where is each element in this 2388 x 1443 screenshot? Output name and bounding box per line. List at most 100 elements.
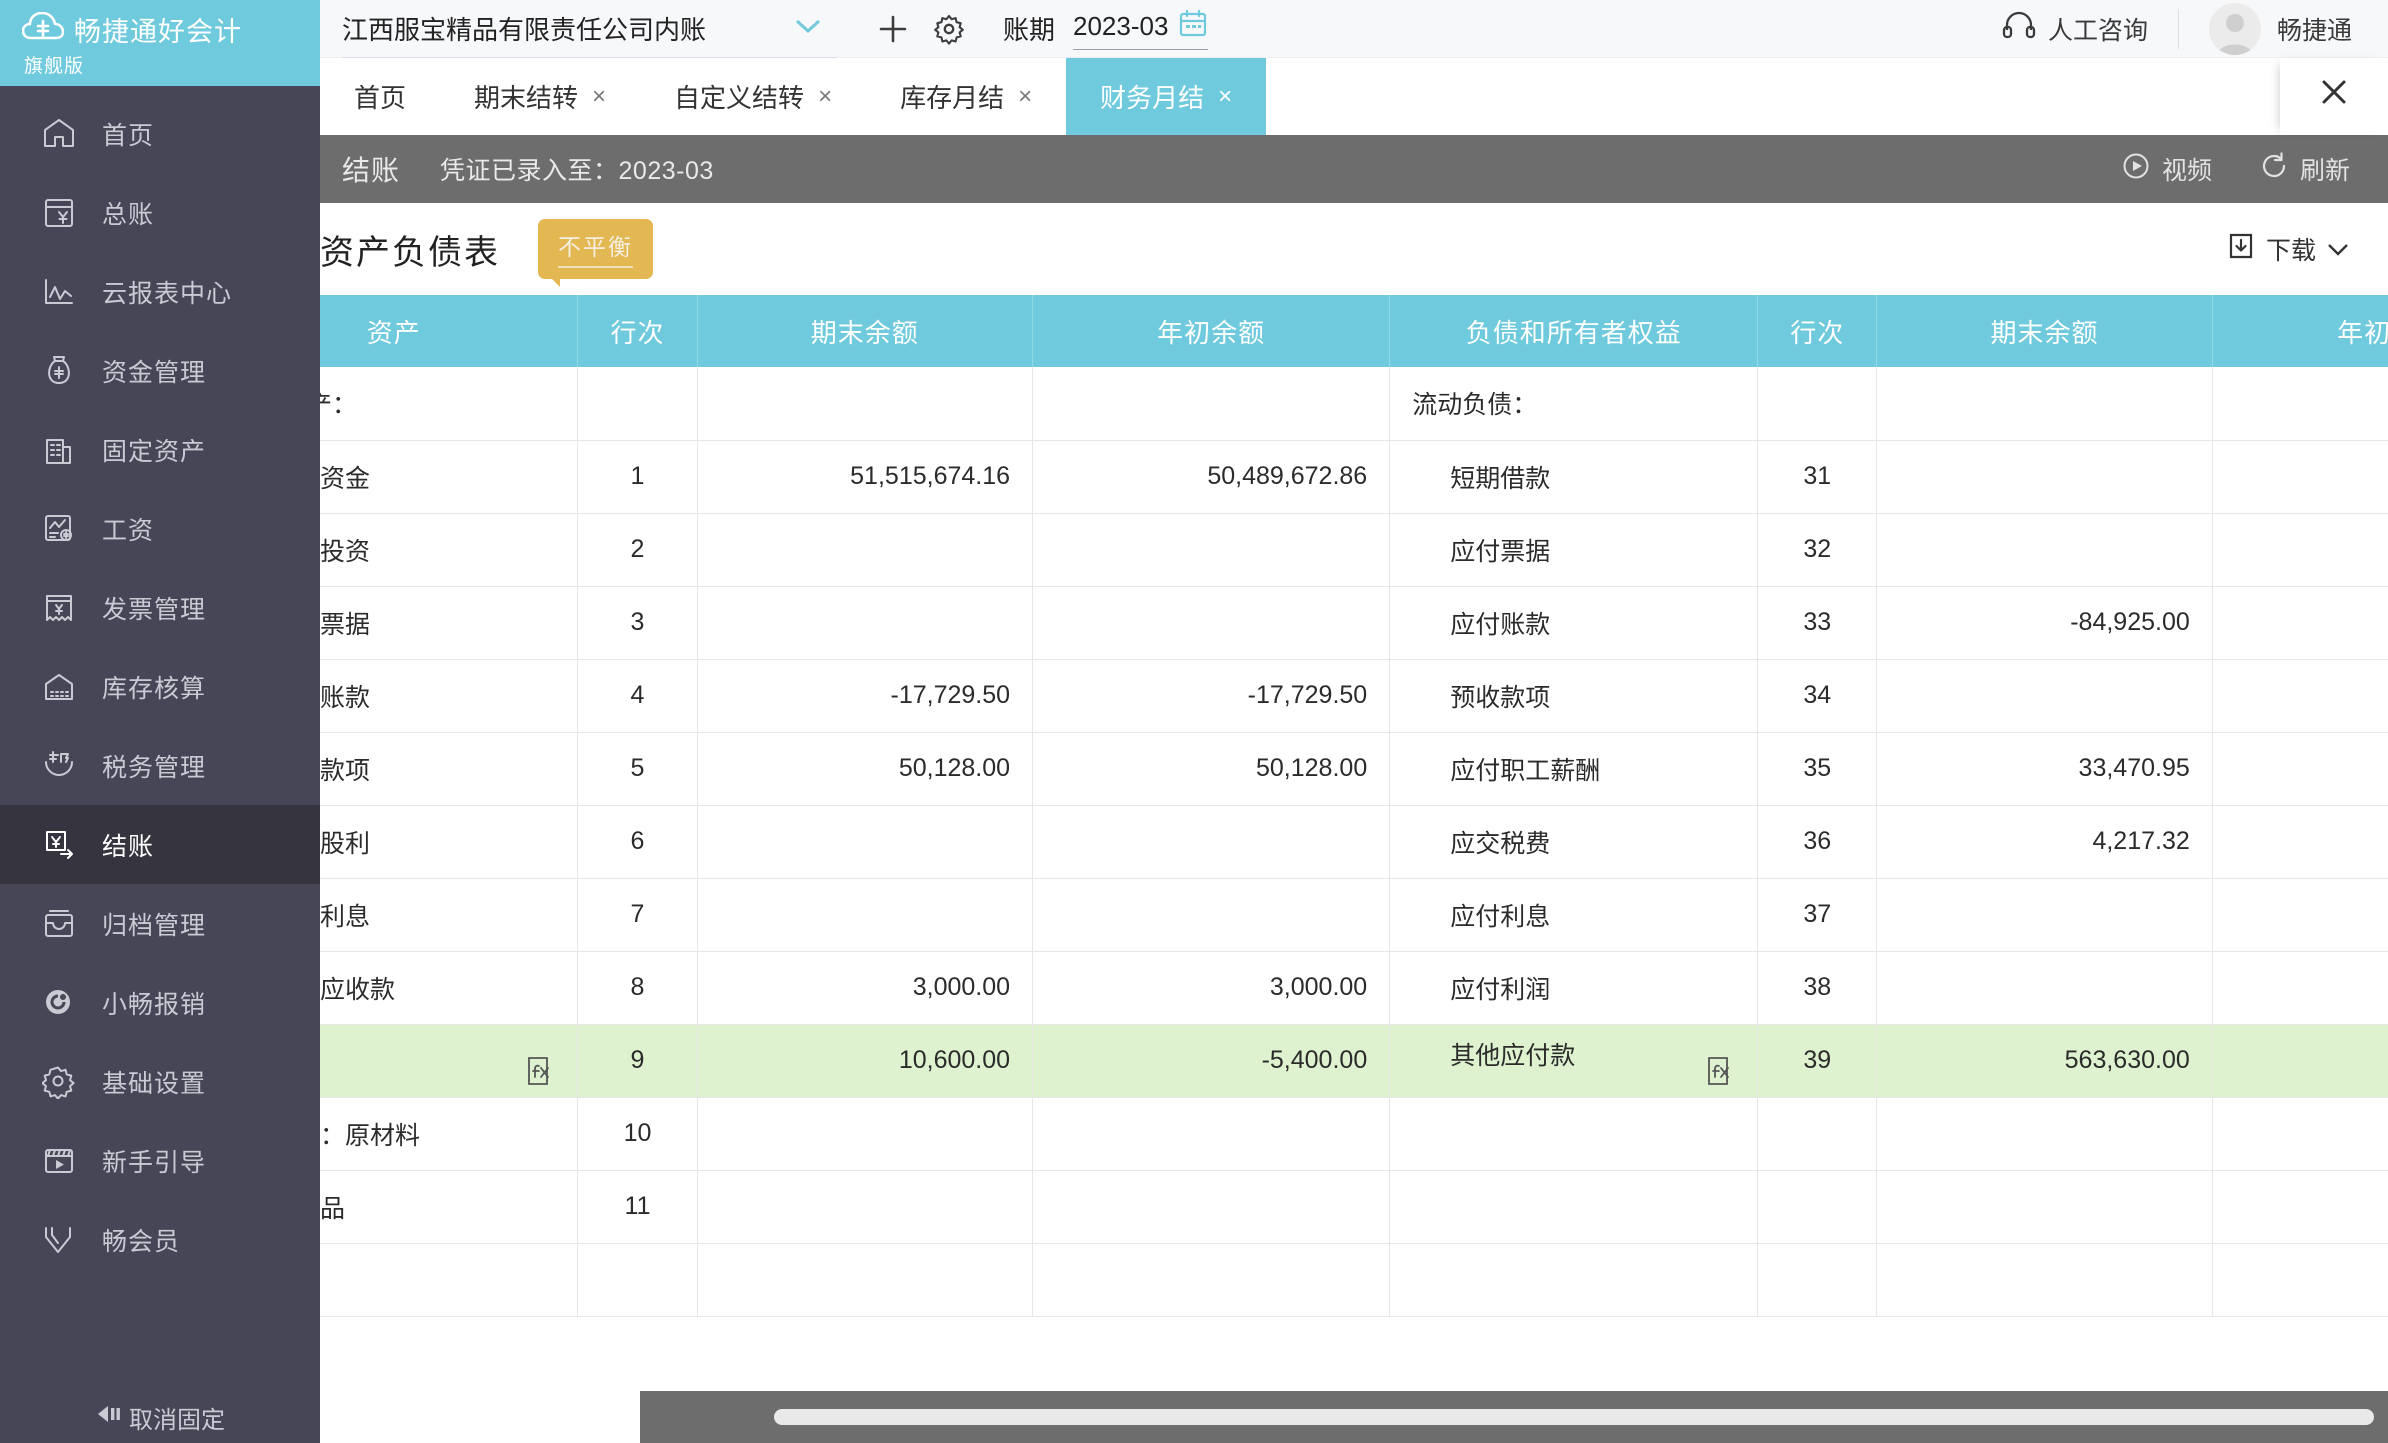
sidebar-item-0[interactable]: 首页	[0, 94, 320, 173]
asset-name[interactable]: 流动资产：	[320, 367, 579, 441]
tab-close-icon[interactable]: ×	[1018, 82, 1033, 110]
asset-begin-balance[interactable]	[1032, 1097, 1391, 1171]
liability-begin-balance[interactable]	[2212, 1097, 2388, 1171]
liability-name[interactable]: 预收款项	[1389, 659, 1759, 733]
table-row[interactable]: 流动资产： 流动负债：	[320, 367, 2388, 441]
table-row[interactable]: 预付款项550,128.0050,128.00应付职工薪酬3533,470.95…	[320, 732, 2388, 806]
add-account-set-button[interactable]	[865, 0, 921, 58]
tab-close-icon[interactable]: ×	[818, 82, 833, 110]
asset-end-balance[interactable]	[697, 513, 1034, 587]
liability-line-no[interactable]: 32	[1757, 513, 1878, 587]
asset-end-balance[interactable]: 3,000.00	[697, 951, 1034, 1025]
refresh-button[interactable]: 刷新	[2260, 151, 2350, 187]
asset-end-balance[interactable]	[697, 805, 1034, 879]
liability-begin-balance[interactable]: -102,	[2212, 586, 2388, 660]
asset-line-no[interactable]: 2	[577, 513, 698, 587]
liability-begin-balance[interactable]	[2212, 878, 2388, 952]
asset-begin-balance[interactable]: -17,729.50	[1032, 659, 1391, 733]
liability-line-no[interactable]	[1757, 367, 1878, 441]
asset-line-no[interactable]: 4	[577, 659, 698, 733]
liability-name[interactable]: 应付利润	[1389, 951, 1759, 1025]
tab-4[interactable]: 财务月结 ×	[1066, 58, 1267, 135]
liability-name[interactable]	[1389, 1097, 1759, 1171]
asset-line-no[interactable]	[577, 1243, 698, 1317]
asset-begin-balance[interactable]	[1032, 1243, 1391, 1317]
liability-end-balance[interactable]: -84,925.00	[1876, 586, 2213, 660]
asset-end-balance[interactable]	[697, 878, 1034, 952]
asset-line-no[interactable]: 7	[577, 878, 698, 952]
asset-end-balance[interactable]	[697, 1170, 1034, 1244]
asset-begin-balance[interactable]	[1032, 1170, 1391, 1244]
liability-line-no[interactable]: 39	[1757, 1024, 1878, 1098]
asset-begin-balance[interactable]	[1032, 586, 1391, 660]
sidebar-item-9[interactable]: 结账	[0, 805, 320, 884]
liability-end-balance[interactable]	[1876, 1243, 2213, 1317]
fx-icon[interactable]	[527, 1056, 555, 1086]
tab-1[interactable]: 期末结转 ×	[440, 58, 640, 135]
liability-line-no[interactable]: 33	[1757, 586, 1878, 660]
liability-end-balance[interactable]	[1876, 951, 2213, 1025]
asset-begin-balance[interactable]	[1032, 805, 1391, 879]
liability-end-balance[interactable]	[1876, 367, 2213, 441]
asset-begin-balance[interactable]: 50,128.00	[1032, 732, 1391, 806]
liability-name[interactable]: 应交税费	[1389, 805, 1759, 879]
liability-name[interactable]: 短期借款	[1389, 440, 1759, 514]
company-selector[interactable]: 江西服宝精品有限责任公司内账	[342, 0, 837, 58]
liability-line-no[interactable]	[1757, 1170, 1878, 1244]
sidebar-collapse-button[interactable]: 取消固定	[0, 1391, 320, 1443]
liability-line-no[interactable]: 38	[1757, 951, 1878, 1025]
sidebar-item-1[interactable]: 总账	[0, 173, 320, 252]
asset-name[interactable]: 存货	[320, 1024, 579, 1098]
human-consult-button[interactable]: 人工咨询	[2002, 10, 2148, 47]
liability-begin-balance[interactable]: 4	[2212, 805, 2388, 879]
liability-name[interactable]: 其他应付款	[1389, 1024, 1759, 1098]
tab-close-icon[interactable]: ×	[1218, 82, 1233, 110]
sidebar-item-11[interactable]: 小畅报销	[0, 963, 320, 1042]
liability-name[interactable]	[1389, 1170, 1759, 1244]
table-row[interactable]	[320, 1243, 2388, 1317]
table-row[interactable]: 存货 910,600.00-5,400.00 其他应付款 39563,630.00…	[320, 1024, 2388, 1098]
asset-name[interactable]: 货币资金	[320, 440, 579, 514]
horizontal-scrollbar[interactable]	[640, 1391, 2388, 1443]
asset-line-no[interactable]: 10	[577, 1097, 698, 1171]
asset-end-balance[interactable]: 51,515,674.16	[697, 440, 1034, 514]
asset-end-balance[interactable]: -17,729.50	[697, 659, 1034, 733]
liability-line-no[interactable]: 34	[1757, 659, 1878, 733]
liability-end-balance[interactable]: 4,217.32	[1876, 805, 2213, 879]
liability-name[interactable]: 应付职工薪酬	[1389, 732, 1759, 806]
sidebar-item-3[interactable]: 资金管理	[0, 331, 320, 410]
asset-name[interactable]: 应收账款	[320, 659, 579, 733]
table-row[interactable]: 在产品11	[320, 1170, 2388, 1244]
asset-name[interactable]: 预付款项	[320, 732, 579, 806]
liability-begin-balance[interactable]: 36,	[2212, 1024, 2388, 1098]
sidebar-item-14[interactable]: 畅会员	[0, 1200, 320, 1279]
liability-name[interactable]: 流动负债：	[1389, 367, 1759, 441]
period-selector[interactable]: 2023-03	[1073, 8, 1209, 50]
liability-end-balance[interactable]: 33,470.95	[1876, 732, 2213, 806]
liability-end-balance[interactable]: 563,630.00	[1876, 1024, 2213, 1098]
tab-close-icon[interactable]: ×	[592, 82, 607, 110]
liability-begin-balance[interactable]: -38,	[2212, 732, 2388, 806]
liability-end-balance[interactable]	[1876, 878, 2213, 952]
asset-line-no[interactable]: 3	[577, 586, 698, 660]
asset-name[interactable]: 其他应收款	[320, 951, 579, 1025]
liability-line-no[interactable]	[1757, 1097, 1878, 1171]
horizontal-scrollbar-thumb[interactable]	[774, 1409, 2374, 1425]
asset-begin-balance[interactable]	[1032, 513, 1391, 587]
liability-end-balance[interactable]	[1876, 1170, 2213, 1244]
tab-2[interactable]: 自定义结转 ×	[640, 58, 866, 135]
asset-name[interactable]: 应收利息	[320, 878, 579, 952]
liability-name[interactable]: 应付票据	[1389, 513, 1759, 587]
liability-begin-balance[interactable]	[2212, 1243, 2388, 1317]
user-menu[interactable]: 畅捷通	[2208, 2, 2352, 55]
asset-end-balance[interactable]	[697, 1243, 1034, 1317]
asset-line-no[interactable]: 6	[577, 805, 698, 879]
liability-begin-balance[interactable]	[2212, 659, 2388, 733]
asset-line-no[interactable]: 8	[577, 951, 698, 1025]
sidebar-item-2[interactable]: 云报表中心	[0, 252, 320, 331]
asset-begin-balance[interactable]: -5,400.00	[1032, 1024, 1391, 1098]
